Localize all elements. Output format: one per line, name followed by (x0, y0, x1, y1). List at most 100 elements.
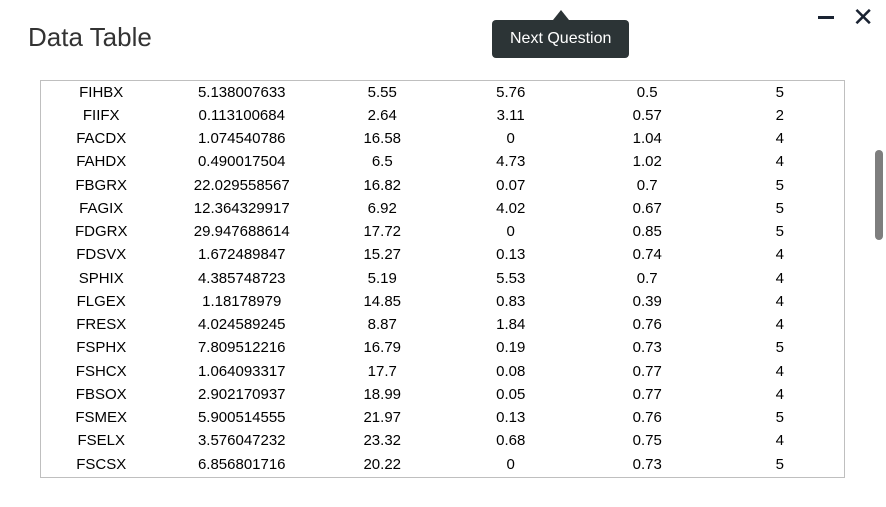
table-cell: 4 (715, 267, 844, 290)
table-cell: 4 (715, 476, 844, 477)
table-cell: 29.947688614 (161, 221, 322, 244)
table-cell: 5.53 (442, 267, 579, 290)
table-cell: 4 (715, 383, 844, 406)
window-controls: ✕ (818, 4, 874, 30)
table-cell: 5 (715, 453, 844, 476)
table-cell: 0.67 (579, 197, 716, 220)
table-cell: 12.364329917 (161, 197, 322, 220)
table-cell: 8.87 (322, 314, 442, 337)
table-row: FIIFX0.1131006842.643.110.572 (41, 104, 844, 127)
table-row: FSMEX5.90051455521.970.130.765 (41, 407, 844, 430)
table-cell: 4.385748723 (161, 267, 322, 290)
table-row: FSPHX7.80951221616.790.190.735 (41, 337, 844, 360)
table-cell: 4 (715, 360, 844, 383)
table-cell: 0.77 (579, 360, 716, 383)
table-cell: 0.76 (579, 314, 716, 337)
table-cell: FACDX (41, 128, 161, 151)
table-cell: FIIFX (41, 104, 161, 127)
data-table-container: FIHBX5.1380076335.555.760.55FIIFX0.11310… (40, 80, 845, 478)
table-cell: 0.113100684 (161, 104, 322, 127)
table-cell: 0.7 (579, 174, 716, 197)
table-cell: 0.7 (579, 267, 716, 290)
table-cell: 5.900514555 (161, 407, 322, 430)
table-cell: 6.503482331 (161, 476, 322, 477)
table-cell: 4 (715, 128, 844, 151)
table-cell: 0.13 (442, 407, 579, 430)
table-cell: 1.672489847 (161, 244, 322, 267)
table-cell: 5 (715, 407, 844, 430)
table-row: FSPTX6.50348233120.0700.754 (41, 476, 844, 477)
table-row: FACDX1.07454078616.5801.044 (41, 128, 844, 151)
table-cell: 2 (715, 104, 844, 127)
table-row: FSHCX1.06409331717.70.080.774 (41, 360, 844, 383)
table-cell: 5.76 (442, 81, 579, 104)
table-cell: 5 (715, 174, 844, 197)
table-cell: 0.73 (579, 337, 716, 360)
table-cell: 1.18178979 (161, 290, 322, 313)
scrollbar-thumb[interactable] (875, 150, 883, 240)
table-cell: 0.83 (442, 290, 579, 313)
table-cell: FBGRX (41, 174, 161, 197)
close-icon[interactable]: ✕ (852, 4, 874, 30)
table-cell: 20.22 (322, 453, 442, 476)
minimize-icon[interactable] (818, 16, 834, 19)
table-cell: 0.85 (579, 221, 716, 244)
table-cell: FLGEX (41, 290, 161, 313)
next-question-tooltip: Next Question (492, 10, 629, 58)
table-cell: 1.04 (579, 128, 716, 151)
table-row: SPHIX4.3857487235.195.530.74 (41, 267, 844, 290)
table-cell: FSPHX (41, 337, 161, 360)
table-cell: 18.99 (322, 383, 442, 406)
table-cell: 17.7 (322, 360, 442, 383)
page-title: Data Table (28, 22, 152, 53)
table-cell: 6.856801716 (161, 453, 322, 476)
data-table: FIHBX5.1380076335.555.760.55FIIFX0.11310… (41, 81, 844, 477)
table-cell: 4 (715, 244, 844, 267)
table-cell: 1.84 (442, 314, 579, 337)
table-row: FBGRX22.02955856716.820.070.75 (41, 174, 844, 197)
table-cell: 6.92 (322, 197, 442, 220)
table-cell: 1.064093317 (161, 360, 322, 383)
table-cell: 5 (715, 221, 844, 244)
table-cell: 15.27 (322, 244, 442, 267)
tooltip-text: Next Question (492, 20, 629, 58)
table-row: FAGIX12.3643299176.924.020.675 (41, 197, 844, 220)
table-cell: 0 (442, 453, 579, 476)
table-cell: 2.64 (322, 104, 442, 127)
table-cell: 17.72 (322, 221, 442, 244)
table-cell: 0.77 (579, 383, 716, 406)
table-cell: 0.490017504 (161, 151, 322, 174)
table-cell: 16.58 (322, 128, 442, 151)
table-cell: 5 (715, 337, 844, 360)
table-cell: FIHBX (41, 81, 161, 104)
table-cell: 0 (442, 476, 579, 477)
table-cell: 5 (715, 197, 844, 220)
table-cell: FSMEX (41, 407, 161, 430)
table-cell: FSELX (41, 430, 161, 453)
table-cell: 5 (715, 81, 844, 104)
table-cell: 4.024589245 (161, 314, 322, 337)
scrollbar-track (875, 80, 883, 478)
table-cell: 6.5 (322, 151, 442, 174)
table-cell: 4 (715, 290, 844, 313)
tooltip-arrow-icon (553, 10, 569, 20)
table-row: FAHDX0.4900175046.54.731.024 (41, 151, 844, 174)
table-cell: FAHDX (41, 151, 161, 174)
table-cell: 5.55 (322, 81, 442, 104)
table-cell: 0.08 (442, 360, 579, 383)
table-cell: 0.75 (579, 430, 716, 453)
table-cell: 0.05 (442, 383, 579, 406)
table-row: FDSVX1.67248984715.270.130.744 (41, 244, 844, 267)
table-cell: 3.576047232 (161, 430, 322, 453)
table-scroll-region[interactable]: FIHBX5.1380076335.555.760.55FIIFX0.11310… (41, 81, 844, 477)
table-cell: SPHIX (41, 267, 161, 290)
table-cell: 4 (715, 314, 844, 337)
table-cell: 2.902170937 (161, 383, 322, 406)
table-cell: 0.68 (442, 430, 579, 453)
table-cell: 4 (715, 430, 844, 453)
table-cell: 0.19 (442, 337, 579, 360)
table-row: FSELX3.57604723223.320.680.754 (41, 430, 844, 453)
table-cell: 3.11 (442, 104, 579, 127)
table-cell: 0.39 (579, 290, 716, 313)
table-cell: 7.809512216 (161, 337, 322, 360)
